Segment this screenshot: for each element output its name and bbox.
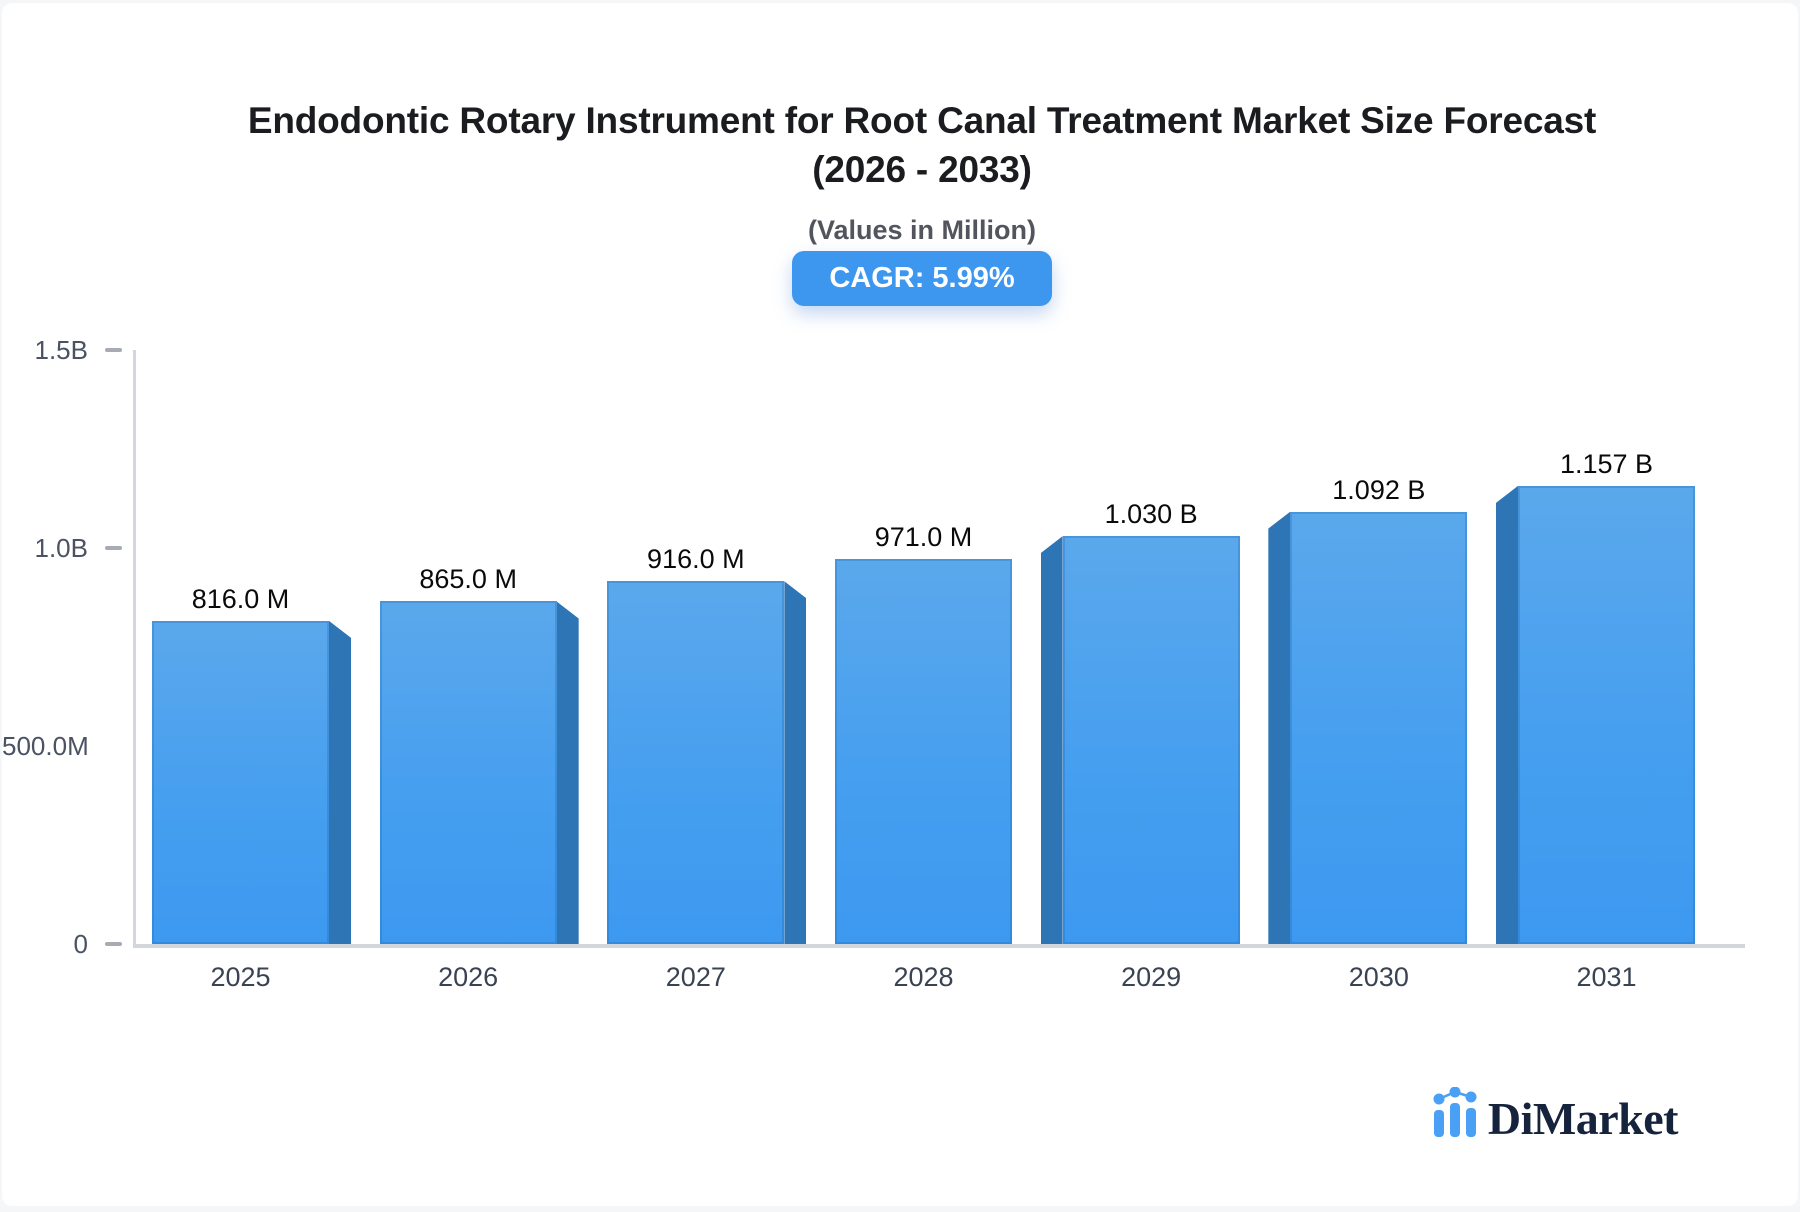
bar-side-2026: [556, 601, 579, 944]
bar-side-2031: [1496, 485, 1518, 944]
chart-subtitle: (Values in Million): [807, 215, 1037, 245]
bar-face-2030: [1290, 511, 1468, 944]
x-tick-label: 2030: [1348, 962, 1409, 992]
bar-face-2026: [379, 601, 557, 944]
x-axis-line: [133, 944, 1745, 948]
x-tick-label: 2027: [665, 962, 726, 992]
y-axis-line: [133, 350, 136, 948]
brand-logo: DiMarket: [1433, 1086, 1679, 1144]
page-title: Endodontic Rotary Instrument for Root Ca…: [46, 96, 1798, 194]
bar-value-label: 971.0 M: [874, 522, 973, 553]
bar-side-2027: [784, 581, 807, 944]
bar-value-label: 865.0 M: [419, 564, 517, 595]
bar-value-label: 916.0 M: [647, 544, 745, 575]
bar-side-2030: [1268, 511, 1291, 944]
brand-name: DiMarket: [1487, 1093, 1679, 1144]
bar-face-2029: [1062, 536, 1240, 944]
bar-value-label: 1.157 B: [1559, 448, 1654, 479]
page-title-line1: Endodontic Rotary Instrument for Root Ca…: [247, 100, 1597, 141]
bar-side-2025: [329, 620, 351, 944]
bar-face-2028: [835, 559, 1012, 944]
bar-chart: 1.5B 1.0B 500.0M 0 816.0 M 865.0 M 916.0 M 971…: [2, 3, 1800, 1212]
y-tick-label: 0: [73, 929, 88, 959]
x-tick-label: 2029: [1121, 962, 1182, 992]
bar-face-2027: [607, 581, 785, 944]
page-title-line2: (2026 - 2033): [812, 149, 1032, 190]
y-tick-dash: [105, 348, 122, 352]
y-tick-label: 1.5B: [34, 335, 89, 365]
chart-card: Endodontic Rotary Instrument for Root Ca…: [2, 3, 1798, 1206]
cagr-badge: CAGR: 5.99%: [792, 251, 1052, 306]
bar-face-2025: [152, 620, 329, 944]
bar-line-chart-icon: [1433, 1086, 1477, 1142]
y-tick-dash: [105, 942, 122, 946]
y-tick-label: 500.0M: [2, 731, 89, 761]
x-tick-label: 2031: [1576, 962, 1637, 992]
bar-side-2029: [1040, 536, 1063, 944]
bar-value-label: 1.030 B: [1104, 499, 1198, 530]
y-tick-label: 1.0B: [34, 533, 89, 563]
chart-header: Endodontic Rotary Instrument for Root Ca…: [46, 96, 1798, 306]
bar-value-label: 1.092 B: [1332, 474, 1426, 505]
x-tick-label: 2028: [893, 962, 954, 992]
bar-value-label: 816.0 M: [191, 583, 290, 614]
bar-face-2031: [1518, 485, 1695, 944]
x-tick-label: 2026: [438, 962, 499, 992]
x-tick-label: 2025: [210, 962, 271, 992]
y-tick-dash: [105, 546, 122, 550]
